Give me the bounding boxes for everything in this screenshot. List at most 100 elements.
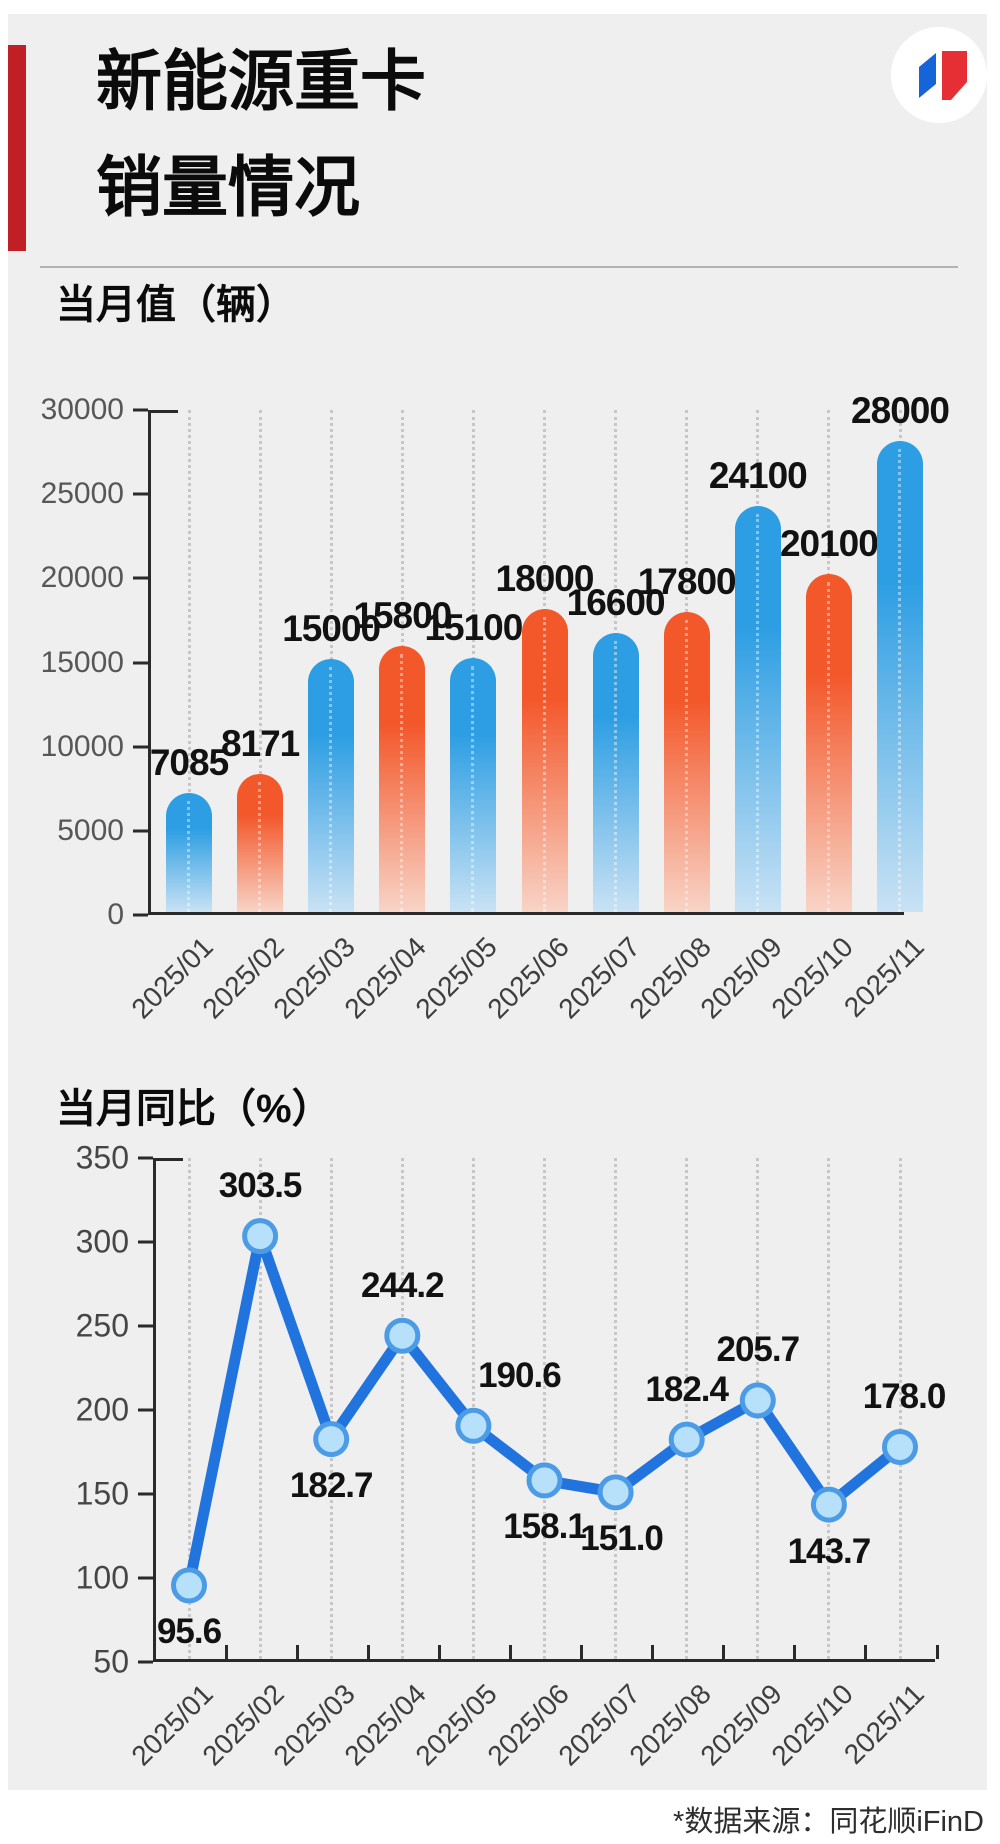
page-title-line2: 销量情况 — [96, 150, 360, 224]
data-source-note: *数据来源：同花顺iFinD — [673, 1806, 984, 1838]
bar-value-label: 24100 — [708, 455, 808, 496]
point-value-label: 190.6 — [478, 1355, 562, 1395]
brand-logo — [891, 27, 987, 123]
y-tick-label: 100 — [75, 1559, 129, 1596]
y-axis-top-tick — [148, 410, 178, 413]
bar — [805, 574, 852, 912]
bar-value-label: 8171 — [220, 723, 300, 764]
y-axis-tick — [133, 913, 148, 917]
point-value-label: 143.7 — [787, 1531, 872, 1571]
bar-value-label: 15100 — [424, 607, 523, 648]
x-boundary-tick — [508, 1645, 512, 1659]
point-value-label: 205.7 — [716, 1330, 801, 1370]
bar — [521, 609, 568, 912]
grid-line — [685, 1158, 689, 1659]
grid-line — [614, 1158, 618, 1659]
logo-circle — [891, 27, 987, 123]
y-tick-label: 30000 — [40, 393, 124, 426]
x-boundary-tick — [224, 1645, 228, 1659]
bar — [663, 612, 710, 912]
grid-line — [258, 410, 262, 912]
bar-value-label: 18000 — [495, 558, 595, 599]
grid-line — [543, 1158, 546, 1659]
x-boundary-tick — [935, 1645, 939, 1659]
point-value-label: 182.4 — [645, 1369, 729, 1409]
bar — [592, 633, 639, 912]
y-axis-tick — [133, 745, 148, 749]
y-tick-label: 200 — [75, 1391, 129, 1428]
point-value-label: 303.5 — [218, 1166, 303, 1206]
bar — [877, 441, 923, 912]
x-boundary-tick — [793, 1645, 797, 1659]
x-axis-line — [148, 912, 904, 915]
y-axis-tick — [138, 1576, 153, 1580]
y-axis-tick — [138, 1492, 153, 1496]
y-tick-label: 0 — [107, 898, 124, 931]
trend-line-canvas — [171, 1218, 918, 1604]
bar-value-label: 16600 — [566, 582, 666, 623]
y-tick-label: 300 — [75, 1223, 129, 1260]
point-value-label: 95.6 — [156, 1612, 222, 1652]
y-tick-label: 25000 — [40, 477, 124, 511]
bar-value-label: 28000 — [851, 390, 950, 431]
y-axis-tick — [138, 1660, 153, 1664]
x-boundary-tick — [651, 1645, 655, 1659]
grid-line — [187, 1158, 191, 1659]
point-value-label: 244.2 — [361, 1265, 445, 1305]
data-point-marker — [739, 1382, 776, 1419]
y-axis-tick — [133, 576, 148, 580]
data-point-marker — [882, 1428, 918, 1465]
bar — [308, 659, 355, 912]
point-value-label: 158.1 — [503, 1507, 587, 1547]
logo-n-blue-icon — [919, 53, 936, 98]
y-tick-label: 350 — [75, 1139, 129, 1176]
page-title-line1: 新能源重卡 — [96, 44, 426, 118]
point-value-label: 182.7 — [289, 1466, 374, 1506]
data-point-marker — [668, 1421, 705, 1458]
x-boundary-tick — [437, 1645, 441, 1659]
x-boundary-tick — [580, 1645, 584, 1659]
bar — [734, 506, 781, 912]
y-tick-label: 10000 — [40, 729, 124, 763]
x-axis-line — [153, 1659, 935, 1662]
data-point-marker — [384, 1317, 421, 1354]
point-value-label: 151.0 — [580, 1519, 664, 1559]
y-axis-tick — [133, 408, 148, 412]
data-point-marker — [597, 1474, 634, 1511]
y-axis-tick — [133, 661, 148, 664]
infographic-card: 新能源重卡 销量情况 当月值（辆） 0 5000 10000 15000 20000 25… — [8, 14, 987, 1790]
data-point-marker — [810, 1486, 847, 1523]
logo-n-red-icon — [942, 51, 967, 100]
y-axis-tick — [133, 492, 148, 496]
bar — [166, 793, 212, 912]
bar-value-label: 15000 — [282, 608, 381, 649]
y-tick-label: 150 — [75, 1475, 129, 1512]
bar-value-label: 7085 — [149, 742, 229, 783]
bar — [450, 658, 497, 912]
x-boundary-tick — [295, 1645, 299, 1659]
y-axis-tick — [138, 1156, 153, 1160]
bar — [379, 646, 426, 912]
y-tick-label: 5000 — [57, 813, 124, 847]
data-point-marker — [313, 1421, 350, 1458]
line-chart-title: 当月同比（%） — [56, 1087, 332, 1131]
bar-value-label: 15800 — [353, 595, 452, 636]
y-axis-tick — [133, 829, 148, 833]
bar-value-label: 17800 — [637, 561, 737, 602]
y-tick-label: 250 — [75, 1307, 129, 1344]
grid-line — [329, 1158, 333, 1659]
data-point-marker — [526, 1462, 563, 1499]
page-title: 新能源重卡 销量情况 — [96, 28, 426, 240]
bar-chart-title: 当月值（辆） — [56, 283, 296, 327]
bar-value-label: 20100 — [779, 523, 879, 564]
x-boundary-tick — [864, 1645, 868, 1659]
data-point-marker — [242, 1218, 279, 1255]
title-accent-bar — [8, 45, 26, 251]
line-chart-plot: 2025/01 2025/02 2025/03 2025/04 2025/05 2025/… — [76, 1140, 955, 1772]
y-axis-tick — [138, 1324, 153, 1328]
y-tick-label: 15000 — [40, 645, 124, 679]
y-axis-line — [153, 1158, 156, 1662]
y-axis-tick — [138, 1240, 153, 1244]
y-axis-line — [148, 410, 151, 915]
y-axis-top-tick — [153, 1158, 183, 1161]
